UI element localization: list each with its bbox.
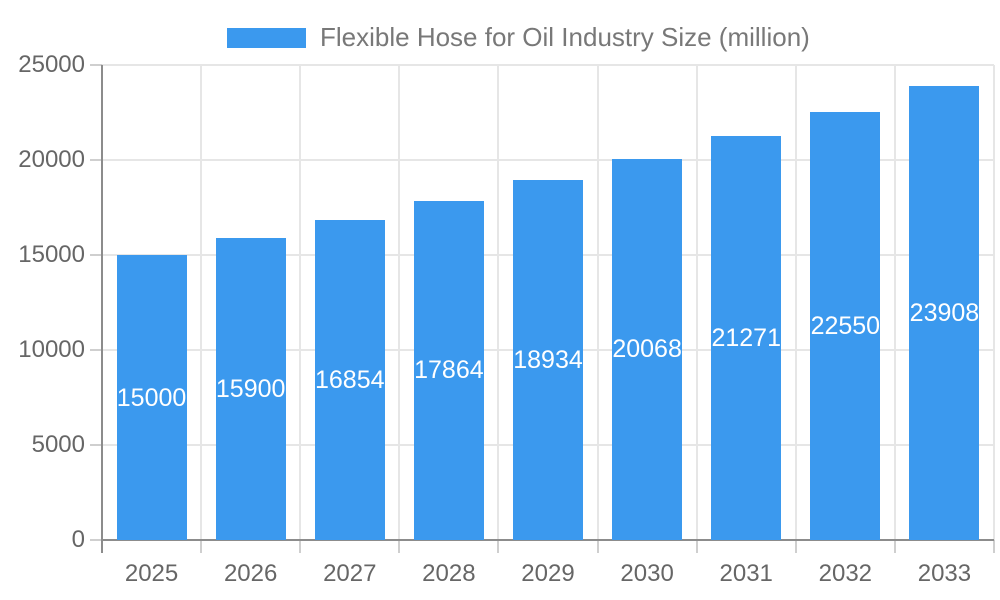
legend-label: Flexible Hose for Oil Industry Size (mil… xyxy=(320,22,810,52)
bar[interactable]: 21271 xyxy=(711,135,782,540)
bar[interactable]: 23908 xyxy=(909,85,980,540)
category-boundary-gridline xyxy=(497,65,500,540)
x-axis-label: 2029 xyxy=(521,560,575,587)
bar[interactable]: 22550 xyxy=(810,111,881,540)
gridline xyxy=(102,64,994,66)
category-boundary-gridline xyxy=(398,65,401,540)
bar-value-label: 16854 xyxy=(315,365,385,394)
x-axis-tick xyxy=(497,540,500,553)
x-axis-label: 2033 xyxy=(917,560,972,587)
y-axis-tick xyxy=(90,64,102,66)
y-axis-label: 25000 xyxy=(18,51,85,78)
category-boundary-gridline xyxy=(993,65,995,540)
y-axis-label: 10000 xyxy=(18,336,85,363)
gridline xyxy=(102,159,994,161)
y-axis-tick xyxy=(90,254,102,256)
bar-value-label: 15000 xyxy=(116,383,187,412)
y-axis-line xyxy=(101,65,103,553)
x-axis-tick xyxy=(794,540,797,553)
bar-value-label: 18934 xyxy=(513,346,583,375)
category-boundary-gridline xyxy=(200,65,203,540)
bar-value-label: 21271 xyxy=(711,323,781,352)
bar-value-label: 22550 xyxy=(810,311,881,340)
x-axis-tick xyxy=(200,540,203,553)
x-axis-label: 2028 xyxy=(422,560,476,587)
x-axis-tick xyxy=(695,540,698,553)
x-axis-tick xyxy=(893,540,896,553)
bar[interactable]: 16854 xyxy=(314,219,385,540)
x-axis-label: 2031 xyxy=(719,560,773,587)
bar-value-label: 17864 xyxy=(414,356,484,385)
y-axis-label: 20000 xyxy=(18,146,85,173)
legend-swatch xyxy=(227,27,306,48)
bar[interactable]: 15000 xyxy=(116,255,187,540)
category-boundary-gridline xyxy=(299,65,302,540)
bar[interactable]: 18934 xyxy=(513,180,583,540)
x-axis-label: 2026 xyxy=(223,560,278,587)
x-axis-tick xyxy=(993,540,995,553)
y-axis-tick xyxy=(90,539,102,541)
x-axis-tick xyxy=(596,540,599,553)
x-axis-line xyxy=(102,539,994,541)
chart-legend[interactable]: Flexible Hose for Oil Industry Size (mil… xyxy=(227,22,810,53)
y-axis-label: 15000 xyxy=(18,241,85,268)
bar-value-label: 23908 xyxy=(909,298,980,327)
category-boundary-gridline xyxy=(596,65,599,540)
x-axis-tick xyxy=(398,540,401,553)
x-axis-label: 2025 xyxy=(124,560,179,587)
category-boundary-gridline xyxy=(893,65,896,540)
y-axis-tick xyxy=(90,444,102,446)
bar-value-label: 15900 xyxy=(215,374,286,403)
bar[interactable]: 15900 xyxy=(215,237,286,540)
bar[interactable]: 17864 xyxy=(413,200,484,540)
x-axis-tick xyxy=(299,540,302,553)
bar[interactable]: 20068 xyxy=(612,158,683,540)
category-boundary-gridline xyxy=(695,65,698,540)
bar-value-label: 20068 xyxy=(612,335,682,364)
x-axis-label: 2027 xyxy=(323,560,377,587)
y-axis-tick xyxy=(90,349,102,351)
x-axis-label: 2032 xyxy=(818,560,873,587)
x-axis-label: 2030 xyxy=(620,560,674,587)
category-boundary-gridline xyxy=(794,65,797,540)
y-axis-label: 5000 xyxy=(31,431,85,458)
y-axis-tick xyxy=(90,159,102,161)
y-axis-label: 0 xyxy=(71,526,85,553)
